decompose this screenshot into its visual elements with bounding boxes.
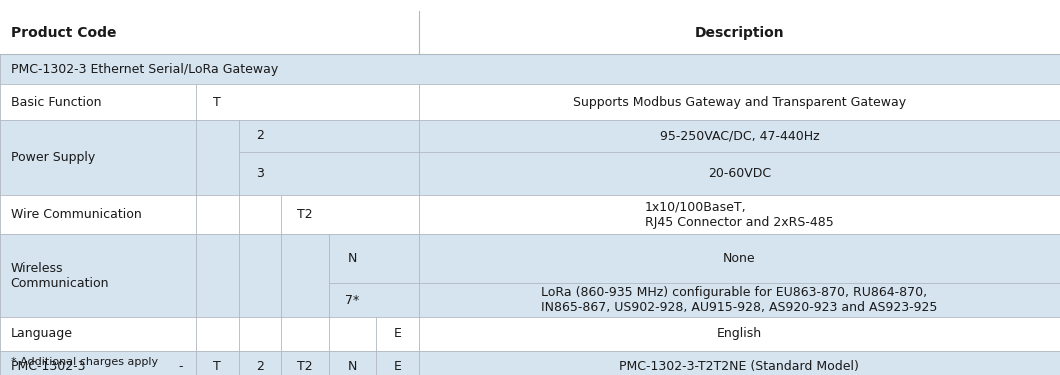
Text: Supports Modbus Gateway and Transparent Gateway: Supports Modbus Gateway and Transparent … (572, 96, 906, 109)
Bar (238, 120, 281, 152)
Bar (376, 152, 419, 195)
Bar (281, 152, 329, 195)
Text: 95-250VAC/DC, 47-440Hz: 95-250VAC/DC, 47-440Hz (659, 129, 819, 142)
Bar (329, 351, 376, 375)
Bar (196, 234, 238, 317)
Bar (329, 317, 376, 351)
Text: T: T (213, 96, 222, 109)
Bar (238, 234, 281, 317)
Text: English: English (717, 327, 762, 340)
Bar (0, 54, 1060, 84)
Bar (196, 351, 238, 375)
Bar (0, 317, 196, 351)
Bar (281, 195, 329, 234)
Bar (419, 84, 1060, 120)
Bar (329, 234, 376, 283)
Bar (419, 11, 1060, 54)
Bar (419, 351, 1060, 375)
Text: E: E (393, 327, 402, 340)
Text: 2: 2 (255, 129, 264, 142)
Bar (238, 152, 281, 195)
Text: T: T (213, 360, 222, 373)
Text: LoRa (860-935 MHz) configurable for EU863-870, RU864-870,
IN865-867, US902-928, : LoRa (860-935 MHz) configurable for EU86… (542, 286, 937, 314)
Bar (281, 317, 329, 351)
Bar (238, 317, 281, 351)
Text: * Additional charges apply: * Additional charges apply (11, 357, 158, 367)
Bar (0, 11, 419, 54)
Text: N: N (348, 360, 357, 373)
Bar (196, 317, 238, 351)
Bar (376, 234, 419, 283)
Bar (419, 152, 1060, 195)
Bar (419, 120, 1060, 152)
Bar (329, 120, 376, 152)
Bar (376, 351, 419, 375)
Text: 3: 3 (255, 167, 264, 180)
Bar (0, 195, 196, 234)
Bar (238, 195, 281, 234)
Text: N: N (348, 252, 357, 265)
Text: 20-60VDC: 20-60VDC (708, 167, 771, 180)
Bar (196, 195, 238, 234)
Bar (196, 84, 238, 120)
Text: E: E (393, 360, 402, 373)
Bar (238, 351, 281, 375)
Bar (0, 84, 196, 120)
Text: Language: Language (11, 327, 72, 340)
Text: 1x10/100BaseT,
RJ45 Connector and 2xRS-485: 1x10/100BaseT, RJ45 Connector and 2xRS-4… (644, 201, 834, 229)
Text: Product Code: Product Code (11, 26, 117, 40)
Bar (281, 351, 329, 375)
Bar (329, 195, 376, 234)
Text: 7*: 7* (346, 294, 359, 306)
Text: PMC-1302-3-T2T2NE (Standard Model): PMC-1302-3-T2T2NE (Standard Model) (619, 360, 860, 373)
Bar (419, 234, 1060, 283)
Text: Power Supply: Power Supply (11, 151, 94, 164)
Bar (281, 120, 329, 152)
Bar (376, 195, 419, 234)
Text: Wire Communication: Wire Communication (11, 208, 141, 221)
Text: None: None (723, 252, 756, 265)
Text: Description: Description (694, 26, 784, 40)
Bar (0, 234, 196, 317)
Bar (376, 120, 419, 152)
Text: PMC-1302-3: PMC-1302-3 (11, 360, 86, 373)
Text: T2: T2 (297, 208, 313, 221)
Bar (329, 152, 376, 195)
Text: -: - (178, 360, 182, 373)
Bar (376, 283, 419, 317)
Text: 2: 2 (255, 360, 264, 373)
Bar (376, 317, 419, 351)
Bar (329, 283, 376, 317)
Bar (196, 120, 238, 195)
Bar (419, 317, 1060, 351)
Text: T2: T2 (297, 360, 313, 373)
Bar (0, 351, 196, 375)
Bar (0, 120, 196, 195)
Bar (281, 84, 329, 120)
Bar (238, 84, 281, 120)
Text: Wireless
Communication: Wireless Communication (11, 262, 109, 290)
Bar (329, 84, 376, 120)
Bar (376, 84, 419, 120)
Text: PMC-1302-3 Ethernet Serial/LoRa Gateway: PMC-1302-3 Ethernet Serial/LoRa Gateway (11, 63, 278, 76)
Bar (419, 283, 1060, 317)
Bar (419, 195, 1060, 234)
Bar (281, 234, 329, 317)
Text: Basic Function: Basic Function (11, 96, 101, 109)
